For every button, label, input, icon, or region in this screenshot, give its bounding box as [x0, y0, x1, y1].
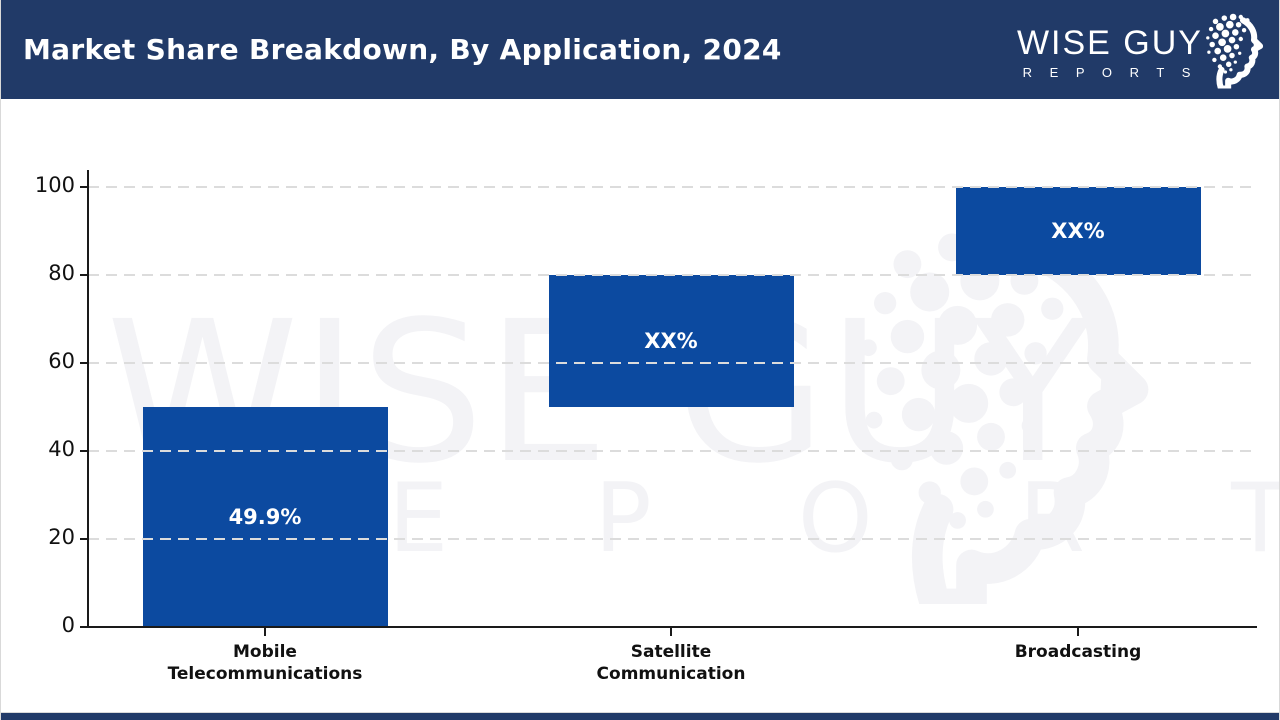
- footer-band: [1, 713, 1279, 720]
- gridline-80: [88, 274, 1257, 276]
- x-axis-line: [87, 626, 1257, 628]
- logo-text: WISE GUY R E P O R T S: [1017, 24, 1203, 80]
- chart-area: WISE GUY R E P O R T S 02040608010049.9%…: [1, 99, 1279, 712]
- x-category-label: Broadcasting: [1014, 642, 1142, 662]
- y-axis-line: [87, 170, 89, 628]
- bar-value-label: XX%: [1051, 218, 1105, 243]
- y-tick-label: 60: [48, 349, 75, 373]
- x-category-label: Mobile Telecommunications: [167, 642, 363, 684]
- y-tick-mark: [80, 274, 88, 276]
- x-tick-mark: [1077, 628, 1079, 636]
- page-title: Market Share Breakdown, By Application, …: [23, 33, 782, 66]
- logo-subtitle: R E P O R T S: [1022, 65, 1198, 80]
- y-tick-mark: [80, 538, 88, 540]
- gridline-20: [88, 538, 1257, 540]
- header-band: Market Share Breakdown, By Application, …: [1, 0, 1279, 99]
- bar-1: 49.9%: [142, 407, 388, 627]
- y-tick-label: 100: [34, 173, 75, 197]
- dotted-face-icon: [1199, 8, 1265, 92]
- bar-3: XX%: [955, 187, 1201, 275]
- y-tick-mark: [80, 362, 88, 364]
- y-tick-label: 80: [48, 261, 75, 285]
- gridline-60: [88, 362, 1257, 364]
- y-tick-label: 0: [61, 613, 75, 637]
- y-tick-mark: [80, 450, 88, 452]
- y-tick-mark: [80, 186, 88, 188]
- y-tick-label: 20: [48, 525, 75, 549]
- bar-value-label: 49.9%: [228, 505, 302, 530]
- frame-border-bottom: [1, 712, 1279, 713]
- gridline-100: [88, 186, 1257, 188]
- x-tick-mark: [264, 628, 266, 636]
- x-tick-mark: [670, 628, 672, 636]
- logo-wordmark: WISE GUY: [1016, 24, 1203, 62]
- bar-value-label: XX%: [644, 328, 698, 353]
- wise-guy-reports-logo: WISE GUY R E P O R T S: [1015, 0, 1265, 99]
- x-category-label: Satellite Communication: [596, 642, 746, 684]
- y-tick-mark: [80, 626, 88, 628]
- bar-2: XX%: [548, 274, 794, 408]
- gridline-40: [88, 450, 1257, 452]
- y-tick-label: 40: [48, 437, 75, 461]
